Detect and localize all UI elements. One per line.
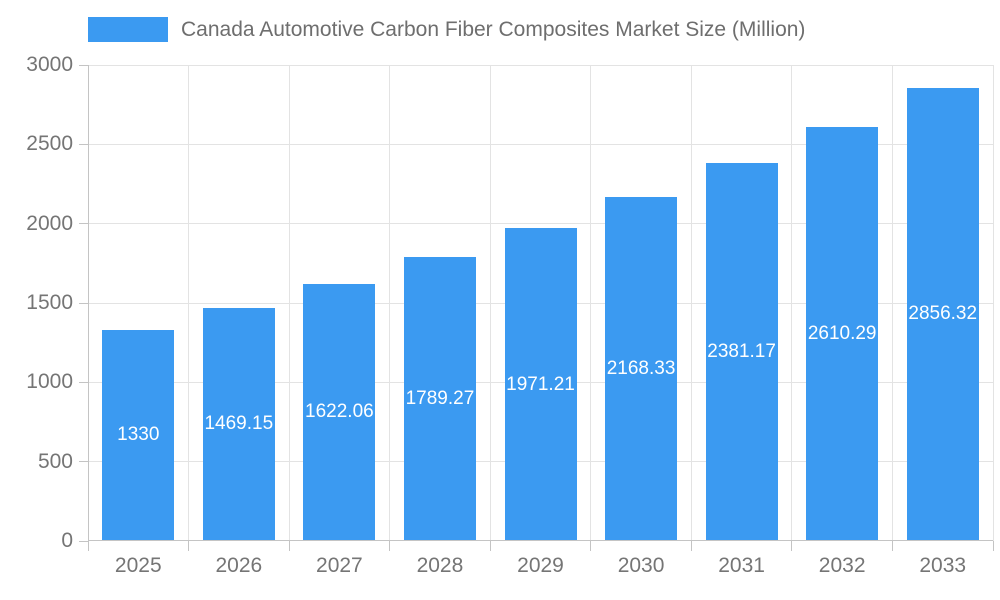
chart-title: Canada Automotive Carbon Fiber Composite… xyxy=(181,17,806,41)
x-tick-label-2026: 2026 xyxy=(215,554,263,577)
v-gridline xyxy=(590,65,592,541)
x-tick-label-2028: 2028 xyxy=(416,554,464,577)
y-tick-label-2500: 2500 xyxy=(26,132,73,156)
v-gridline xyxy=(891,65,893,541)
y-axis-tick xyxy=(79,540,88,542)
bar-value-label: 1789.27 xyxy=(405,388,475,410)
y-tick-label-500: 500 xyxy=(37,449,73,473)
y-axis-tick xyxy=(79,461,88,463)
y-axis-line xyxy=(88,65,89,541)
y-tick-label-1000: 1000 xyxy=(26,370,73,394)
bar-2026[interactable]: 1469.15 xyxy=(202,307,275,541)
x-axis-tick xyxy=(489,541,491,551)
v-gridline xyxy=(992,65,994,541)
x-tick-label-2032: 2032 xyxy=(818,554,866,577)
bar-2028[interactable]: 1789.27 xyxy=(403,257,476,541)
h-gridline xyxy=(88,143,993,145)
bar-value-label: 2610.29 xyxy=(807,322,877,344)
bar-2031[interactable]: 2381.17 xyxy=(705,163,778,541)
v-gridline xyxy=(489,65,491,541)
bar-value-label: 2381.17 xyxy=(707,341,776,363)
h-gridline xyxy=(88,64,993,66)
bar-2029[interactable]: 1971.21 xyxy=(504,228,577,541)
plot-area: 1330 1469.15 1622.06 1789.27 1971.21 2168.33 2… xyxy=(26,53,994,577)
legend-swatch-icon xyxy=(88,17,168,42)
v-gridline xyxy=(288,65,290,541)
v-gridline xyxy=(188,65,190,541)
x-axis-tick xyxy=(992,541,994,551)
bar-2032[interactable]: 2610.29 xyxy=(806,126,879,541)
legend[interactable]: Canada Automotive Carbon Fiber Composite… xyxy=(88,17,805,42)
x-axis-tick xyxy=(791,541,793,551)
y-axis-tick xyxy=(79,381,88,383)
v-gridline xyxy=(791,65,793,541)
x-tick-label-2025: 2025 xyxy=(114,554,162,577)
bar-2033[interactable]: 2856.32 xyxy=(906,87,979,541)
x-tick-label-2027: 2027 xyxy=(316,554,363,577)
bar-2025[interactable]: 1330 xyxy=(102,329,175,541)
x-axis-tick xyxy=(188,541,190,551)
x-tick-label-2030: 2030 xyxy=(617,554,665,577)
v-gridline xyxy=(690,65,692,541)
y-tick-label-2000: 2000 xyxy=(26,211,73,235)
x-axis-tick xyxy=(389,541,391,551)
x-axis-tick xyxy=(87,541,89,551)
h-gridline xyxy=(88,223,993,225)
bar-value-label: 1330 xyxy=(117,424,160,446)
x-axis-tick xyxy=(690,541,692,551)
y-axis-tick xyxy=(79,302,88,304)
bar-value-label: 1469.15 xyxy=(204,413,274,435)
x-axis-tick xyxy=(891,541,893,551)
x-tick-label-2029: 2029 xyxy=(517,554,564,577)
x-tick-label-2031: 2031 xyxy=(718,554,765,577)
bar-2030[interactable]: 2168.33 xyxy=(605,196,678,541)
y-axis-tick xyxy=(79,143,88,145)
bar-value-label: 2168.33 xyxy=(606,357,676,379)
bar-value-label: 2856.32 xyxy=(908,303,978,325)
y-axis-tick xyxy=(79,223,88,225)
bar-2027[interactable]: 1622.06 xyxy=(303,283,376,541)
x-axis-tick xyxy=(288,541,290,551)
x-tick-label-2033: 2033 xyxy=(919,554,967,577)
y-tick-label-1500: 1500 xyxy=(26,291,73,314)
v-gridline xyxy=(389,65,391,541)
y-tick-label-3000: 3000 xyxy=(26,53,73,76)
bar-value-label: 1622.06 xyxy=(305,401,374,423)
x-axis-tick xyxy=(590,541,592,551)
x-axis-line xyxy=(88,540,993,541)
bar-value-label: 1971.21 xyxy=(506,373,575,395)
y-tick-label-0: 0 xyxy=(61,529,73,552)
y-axis-tick xyxy=(79,64,88,66)
